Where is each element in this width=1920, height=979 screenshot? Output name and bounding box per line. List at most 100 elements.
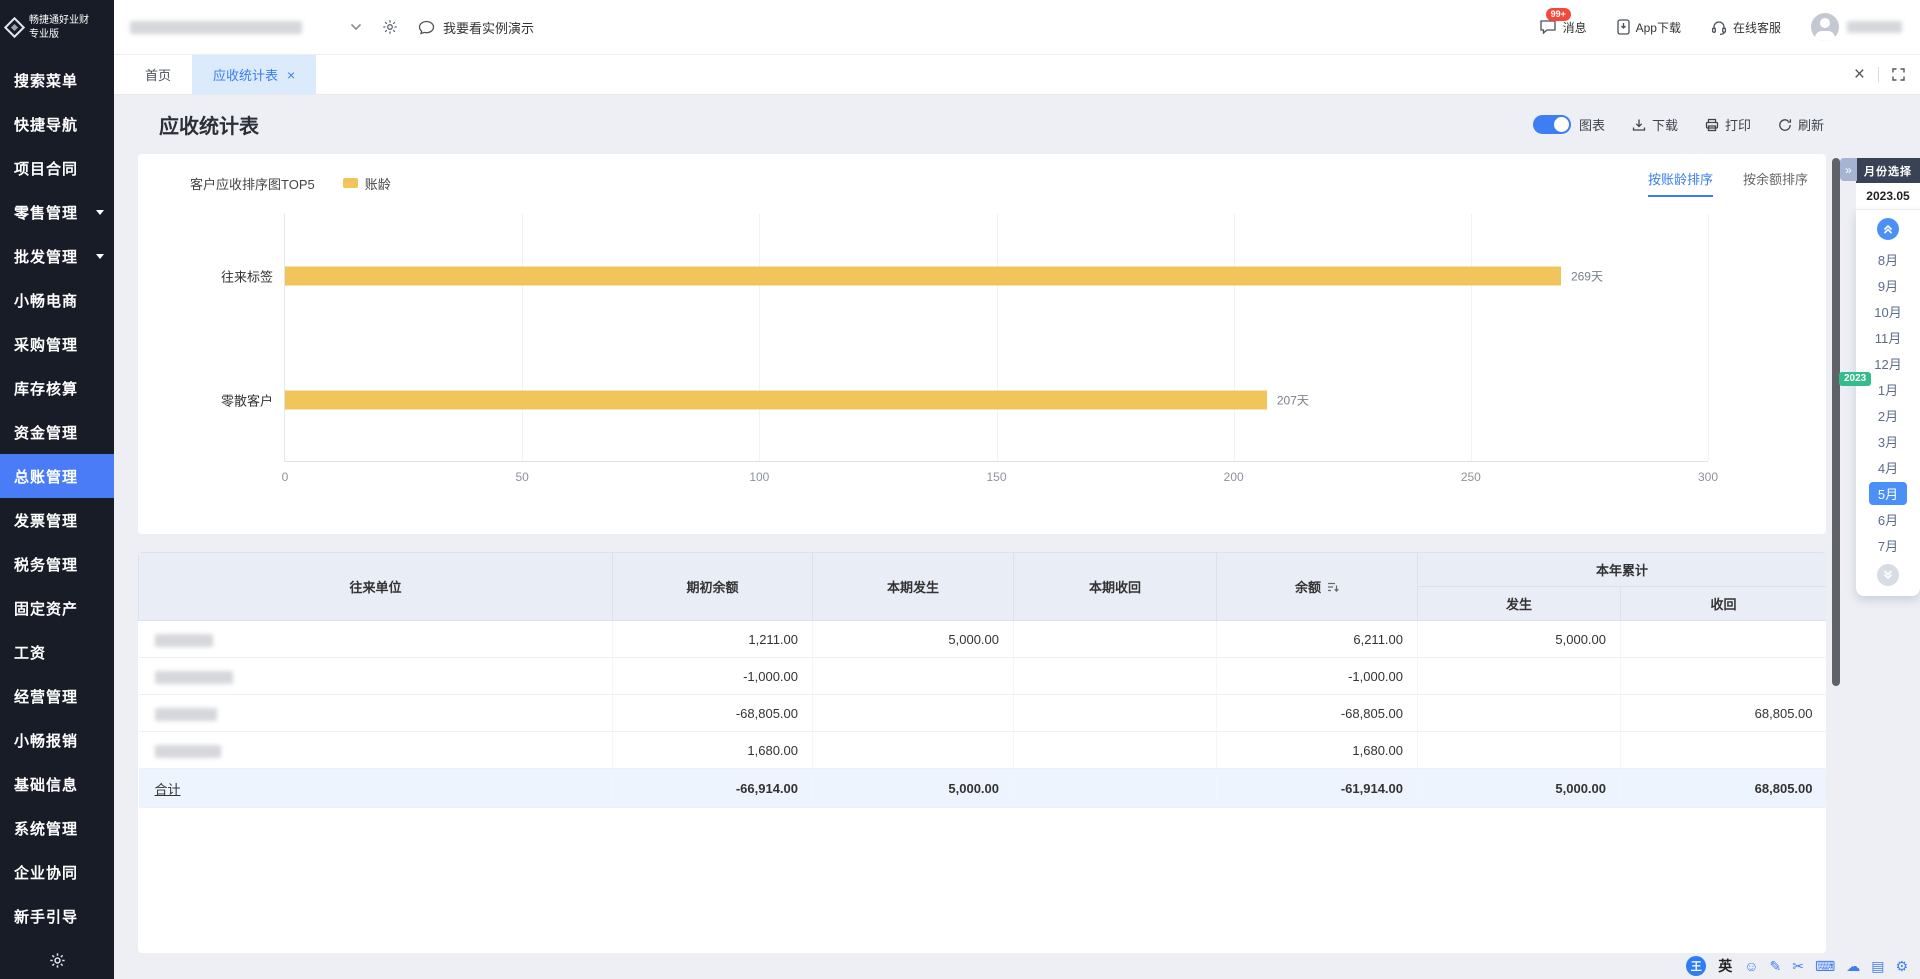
table-body: 1,211.00 5,000.00 6,211.00 5,000.00 -1,000.0… xyxy=(138,620,1826,808)
col-header-opening-balance[interactable]: 期初余额 xyxy=(612,552,813,621)
ime-language-indicator[interactable]: 英 xyxy=(1718,957,1733,974)
sidebar-item-9[interactable]: 总账管理 xyxy=(0,454,114,498)
sidebar-item-8[interactable]: 资金管理 xyxy=(0,410,114,454)
col-header-ytd-received[interactable]: 收回 xyxy=(1619,586,1826,621)
chart-gridline xyxy=(1233,214,1235,461)
col-header-balance[interactable]: 余额 xyxy=(1216,552,1418,621)
sidebar-item-12[interactable]: 固定资产 xyxy=(0,586,114,630)
collapse-month-panel-button[interactable]: » xyxy=(1840,158,1857,181)
col-header-ytd-incurred[interactable]: 发生 xyxy=(1417,586,1621,621)
tab-actions: × xyxy=(1839,55,1920,94)
sidebar-item-1[interactable]: 快捷导航 xyxy=(0,102,114,146)
month-item-5[interactable]: 12月 xyxy=(1856,350,1920,376)
month-item-6[interactable]: 1月 xyxy=(1856,376,1920,402)
month-item-12[interactable]: 7月 xyxy=(1856,532,1920,558)
sidebar-item-label: 系统管理 xyxy=(14,820,79,838)
fullscreen-icon[interactable] xyxy=(1892,68,1905,81)
table-row[interactable]: -1,000.00 -1,000.00 xyxy=(138,657,1826,695)
month-label: 2月 xyxy=(1877,408,1899,424)
total-amount-cell: 5,000.00 xyxy=(1417,768,1621,808)
sort-icon[interactable] xyxy=(1327,581,1339,593)
app-logo-text: 畅捷通好业财 专业版 xyxy=(29,14,89,41)
sidebar-item-label: 总账管理 xyxy=(14,468,79,486)
table-row[interactable]: 1,211.00 5,000.00 6,211.00 5,000.00 xyxy=(138,620,1826,658)
table-row[interactable]: -68,805.00 -68,805.00 68,805.00 xyxy=(138,694,1826,732)
sidebar-item-6[interactable]: 采购管理 xyxy=(0,322,114,366)
month-item-9[interactable]: 4月 xyxy=(1856,454,1920,480)
total-link[interactable]: 合计 xyxy=(154,781,181,797)
app-logo[interactable]: 畅捷通好业财 专业版 xyxy=(0,0,114,55)
month-item-1[interactable]: 8月 xyxy=(1856,246,1920,272)
month-item-3[interactable]: 10月 xyxy=(1856,298,1920,324)
close-page-icon[interactable]: × xyxy=(1853,64,1865,85)
scissors-icon[interactable]: ✂ xyxy=(1792,957,1804,974)
keyboard-icon[interactable]: ⌨ xyxy=(1814,957,1836,974)
legend-series-label[interactable]: 账龄 xyxy=(364,176,391,192)
online-service-button[interactable]: 在线客服 xyxy=(1711,19,1781,36)
sidebar-item-3[interactable]: 零售管理 xyxy=(0,190,114,234)
print-button[interactable]: 打印 xyxy=(1705,115,1751,134)
amount-cell: -68,805.00 xyxy=(612,694,813,732)
sidebar-item-11[interactable]: 税务管理 xyxy=(0,542,114,586)
cloud-icon[interactable]: ☁ xyxy=(1846,957,1861,974)
col-header-current-incurred[interactable]: 本期发生 xyxy=(812,552,1014,621)
toolbox-icon[interactable]: ▤ xyxy=(1871,957,1885,974)
tab-1[interactable]: 应收统计表 × xyxy=(192,55,317,94)
sort-option-0[interactable]: 按账龄排序 xyxy=(1647,169,1713,197)
month-item-2[interactable]: 9月 xyxy=(1856,272,1920,298)
emoji-icon[interactable]: ☺ xyxy=(1744,957,1759,974)
amount-cell xyxy=(1620,657,1826,695)
month-item-10[interactable]: 5月 xyxy=(1856,480,1920,506)
month-list: 8月 9月 10月 11月 12月 1月 2月 3月 4月 5月 6月 7月 xyxy=(1856,246,1920,558)
chart-view-toggle[interactable] xyxy=(1532,115,1571,134)
sidebar-item-14[interactable]: 经营管理 xyxy=(0,674,114,718)
x-axis-tick-label: 150 xyxy=(986,470,1007,484)
app-download-button[interactable]: App下载 xyxy=(1616,19,1681,36)
pen-icon[interactable]: ✎ xyxy=(1769,957,1782,974)
tab-0[interactable]: 首页 xyxy=(124,55,192,94)
download-button[interactable]: 下载 xyxy=(1632,115,1678,134)
sidebar-item-19[interactable]: 新手引导 xyxy=(0,894,114,938)
sort-option-1[interactable]: 按余额排序 xyxy=(1742,172,1808,187)
sidebar-item-13[interactable]: 工资 xyxy=(0,630,114,674)
sidebar-item-7[interactable]: 库存核算 xyxy=(0,366,114,410)
sidebar-item-4[interactable]: 批发管理 xyxy=(0,234,114,278)
sidebar-item-18[interactable]: 企业协同 xyxy=(0,850,114,894)
demo-link-label: 我要看实例演示 xyxy=(443,20,535,36)
table-row[interactable]: 1,680.00 1,680.00 xyxy=(138,731,1826,769)
col-header-customer[interactable]: 往来单位 xyxy=(138,552,613,621)
sidebar-item-17[interactable]: 系统管理 xyxy=(0,806,114,850)
sidebar-item-15[interactable]: 小畅报销 xyxy=(0,718,114,762)
customer-name-cell xyxy=(138,694,613,732)
demo-link[interactable]: 我要看实例演示 xyxy=(418,18,534,37)
topbar: 我要看实例演示 99+ 消息 App下载 在线客服 xyxy=(114,0,1920,55)
scroll-months-up-button[interactable] xyxy=(1877,218,1899,240)
month-panel-title: 月份选择 xyxy=(1856,158,1920,183)
refresh-button[interactable]: 刷新 xyxy=(1778,115,1824,134)
sidebar-item-10[interactable]: 发票管理 xyxy=(0,498,114,542)
messages-button[interactable]: 99+ 消息 xyxy=(1539,7,1587,36)
scroll-months-down-button[interactable] xyxy=(1877,564,1899,586)
close-tab-icon[interactable]: × xyxy=(287,66,296,83)
double-chevron-down-icon xyxy=(1883,570,1893,580)
vertical-scrollbar[interactable] xyxy=(1832,158,1840,686)
gear-icon[interactable]: ⚙ xyxy=(1895,957,1908,974)
user-menu[interactable] xyxy=(1811,13,1902,41)
org-selector-dropdown[interactable] xyxy=(130,20,362,34)
sidebar-item-0[interactable]: 搜索菜单 xyxy=(0,58,114,102)
sidebar-item-2[interactable]: 项目合同 xyxy=(0,146,114,190)
sidebar-settings-button[interactable] xyxy=(0,941,114,979)
month-item-7[interactable]: 2月 xyxy=(1856,402,1920,428)
amount-cell: 1,680.00 xyxy=(612,731,813,769)
month-item-11[interactable]: 6月 xyxy=(1856,506,1920,532)
aging-bar[interactable] xyxy=(285,390,1267,410)
month-item-4[interactable]: 11月 xyxy=(1856,324,1920,350)
sidebar-item-5[interactable]: 小畅电商 xyxy=(0,278,114,322)
month-label: 1月 xyxy=(1877,382,1899,398)
topbar-settings-button[interactable] xyxy=(382,19,398,35)
col-header-current-received[interactable]: 本期收回 xyxy=(1013,552,1217,621)
aging-bar[interactable] xyxy=(285,266,1561,286)
sidebar-item-16[interactable]: 基础信息 xyxy=(0,762,114,806)
ime-logo-icon[interactable]: 王 xyxy=(1686,955,1707,976)
month-item-8[interactable]: 3月 xyxy=(1856,428,1920,454)
